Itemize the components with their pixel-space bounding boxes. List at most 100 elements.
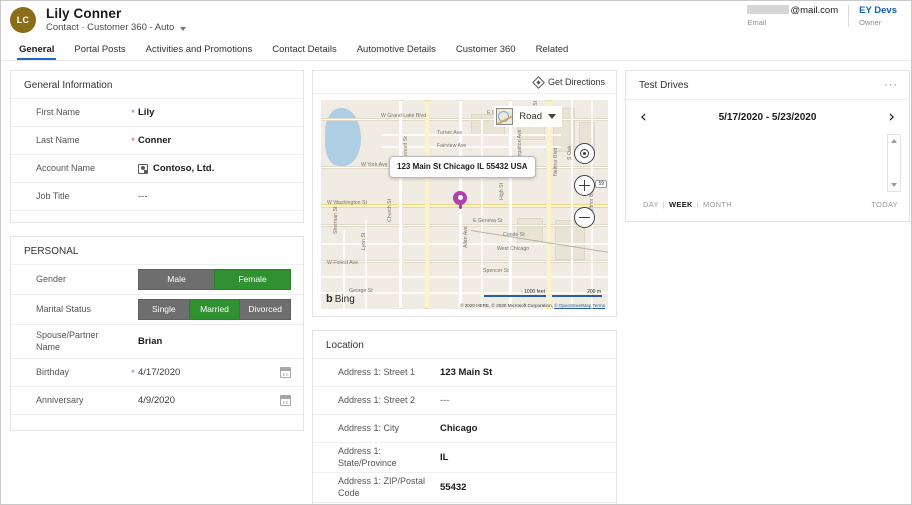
get-directions-button[interactable]: Get Directions [313,71,616,94]
chevron-right-icon[interactable]: › [888,107,895,127]
field-birthday[interactable]: Birthday * 4/17/2020 [11,358,303,386]
calendar-scrollbar[interactable] [887,134,901,192]
breadcrumb[interactable]: Contact · Customer 360 - Auto [46,22,187,34]
field-value[interactable]: 123 Main St [440,367,493,378]
map-viewport[interactable]: W Grand Lake Blvd E Grand Lake Turner Av… [321,100,608,309]
field-address-city[interactable]: Address 1: City Chicago [313,414,616,442]
map-label: George St [349,288,373,294]
contact-card-icon [138,163,148,174]
calendar-view-switcher: DAY | WEEK | MONTH TODAY [626,194,909,221]
field-marital-status[interactable]: Marital Status Single Married Divorced [11,294,303,324]
field-value[interactable]: 4/9/2020 [138,395,175,406]
today-button[interactable]: TODAY [871,200,898,209]
header-field-email[interactable]: @mail.com Email [737,5,848,27]
view-week[interactable]: WEEK [669,200,693,209]
scroll-down-icon[interactable] [891,183,897,187]
minus-icon [579,216,590,219]
map-canvas[interactable]: W Grand Lake Blvd E Grand Lake Turner Av… [321,100,608,309]
field-value[interactable]: 4/17/2020 [138,367,181,378]
field-spouse-partner-name[interactable]: Spouse/Partner Name Brian [11,324,303,358]
field-last-name[interactable]: Last Name * Conner [11,126,303,154]
general-information-card: General Information First Name * Lily La… [10,70,304,223]
map-scale-bar: 1000 feet 200 m [484,289,602,297]
location-card: Location Address 1: Street 1 123 Main St… [312,330,617,504]
field-value[interactable]: 55432 [440,482,467,493]
highway-shield: 59 [595,180,607,188]
field-value[interactable]: Lily [138,107,155,118]
tab-related[interactable]: Related [535,44,569,55]
field-anniversary[interactable]: Anniversary 4/9/2020 [11,386,303,414]
field-label: Address 1: Street 2 [338,394,416,405]
field-job-title[interactable]: Job Title --- [11,182,303,210]
field-first-name[interactable]: First Name * Lily [11,98,303,126]
locate-me-button[interactable] [574,143,595,164]
bing-logo[interactable]: b Bing [326,294,355,306]
field-value[interactable]: Chicago [440,423,478,434]
attribution-osm-link[interactable]: © OpenStreetMap [554,303,592,308]
marital-option-single[interactable]: Single [138,298,190,321]
map-label: E Geneva St [473,218,503,224]
field-gender[interactable]: Gender Male Female [11,264,303,294]
field-address-zip-postal-code[interactable]: Address 1: ZIP/Postal Code 55432 [313,472,616,502]
field-value[interactable]: Brian [138,336,163,347]
owner-value[interactable]: EY Devs [859,5,897,16]
chevron-down-icon[interactable] [180,26,187,31]
marital-status-toggle-group[interactable]: Single Married Divorced [138,298,292,321]
page-title: Lily Conner [46,6,122,21]
header-field-owner[interactable]: EY Devs Owner [848,5,907,27]
map-road [365,220,367,309]
field-account-name[interactable]: Account Name Contoso, Ltd. [11,154,303,182]
map-road-major [425,100,429,309]
calendar-board[interactable] [634,132,901,194]
calendar-icon[interactable] [280,367,291,378]
marital-option-married[interactable]: Married [188,298,241,321]
tab-automotive-details[interactable]: Automotive Details [356,44,436,55]
map-label: Conde St [503,232,525,238]
gender-option-male[interactable]: Male [138,268,215,291]
zoom-out-button[interactable] [574,207,595,228]
tab-general[interactable]: General [9,44,64,60]
view-month[interactable]: MONTH [702,200,732,209]
view-day[interactable]: DAY [643,200,659,209]
scroll-up-icon[interactable] [891,139,897,143]
chevron-left-icon[interactable]: ‹ [640,107,647,127]
overflow-menu-icon[interactable]: ··· [884,79,898,91]
gender-toggle-group[interactable]: Male Female [138,268,291,291]
bing-label: Bing [334,294,355,305]
field-value-wrap[interactable]: Contoso, Ltd. [138,163,291,174]
map-address-callout: 123 Main St Chicago IL 55432 USA [389,156,536,178]
chevron-down-icon[interactable] [548,114,556,119]
field-address-state-province[interactable]: Address 1: State/Province IL [313,442,616,472]
column-middle: Get Directions [312,70,617,504]
tab-customer-360[interactable]: Customer 360 [455,44,516,55]
field-label: Address 1: City [338,422,400,433]
gender-option-female[interactable]: Female [214,268,291,291]
tab-portal-posts[interactable]: Portal Posts [74,44,126,55]
field-address-street-1[interactable]: Address 1: Street 1 123 Main St [313,358,616,386]
field-value[interactable]: --- [440,395,450,406]
field-value[interactable]: --- [138,191,148,202]
header-fields: @mail.com Email EY Devs Owner [737,5,907,27]
calendar-icon[interactable] [280,395,291,406]
tab-contact-details[interactable]: Contact Details [272,44,337,55]
tab-activities-and-promotions[interactable]: Activities and Promotions [145,44,253,55]
zoom-in-button[interactable] [574,175,595,196]
map-type-selector[interactable]: Road [494,106,562,127]
map-label: Turner Ave [437,130,463,136]
map-pin-icon[interactable] [453,191,467,209]
field-value[interactable]: Conner [138,135,172,146]
test-drives-title: Test Drives [639,80,689,91]
map-type-label: Road [519,111,542,122]
anniversary-calendar-button[interactable] [280,395,291,406]
field-value[interactable]: IL [440,452,449,463]
email-value-wrap: @mail.com [747,5,838,16]
attribution-terms-link[interactable]: Terms [592,303,605,308]
field-address-street-2[interactable]: Address 1: Street 2 --- [313,386,616,414]
plus-icon [583,180,586,191]
location-title: Location [326,340,364,351]
email-value: @mail.com [790,5,839,16]
marital-option-divorced[interactable]: Divorced [239,298,292,321]
personal-card: PERSONAL Gender Male Female Marital Stat… [10,236,304,431]
map-label: W Forest Ave [327,260,359,266]
birthday-calendar-button[interactable] [280,367,291,378]
